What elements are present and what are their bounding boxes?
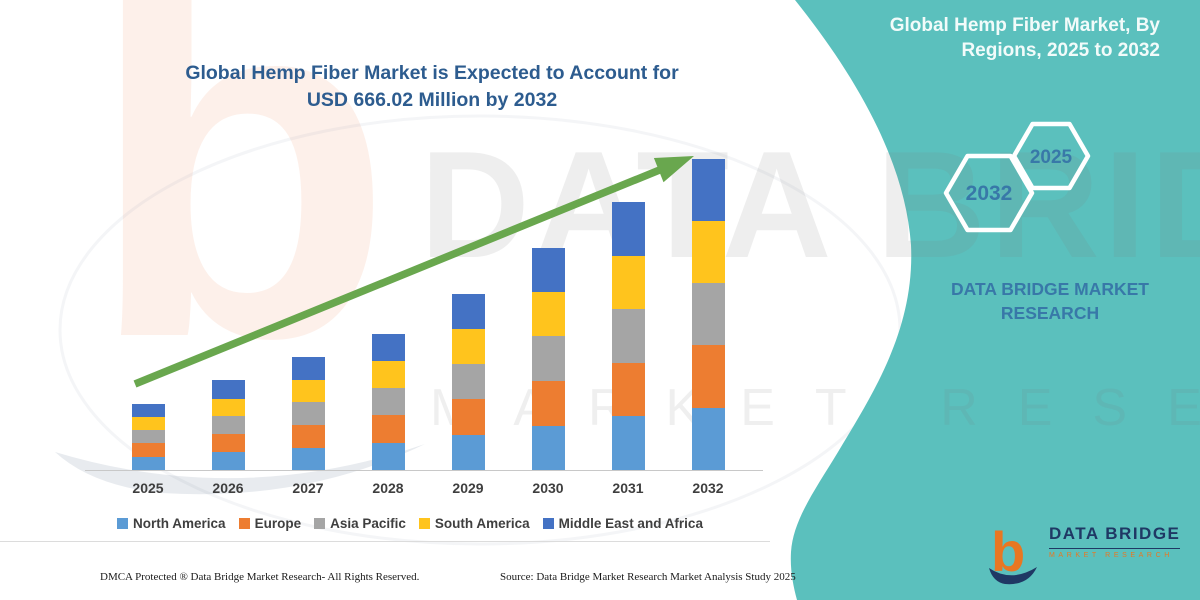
x-axis-line	[85, 470, 763, 471]
legend-item-asia-pacific: Asia Pacific	[314, 516, 406, 531]
bar-segment-2030-north-america	[531, 425, 565, 470]
bar-segment-2026-asia-pacific	[211, 416, 245, 435]
legend-label: Middle East and Africa	[558, 516, 703, 531]
legend-item-south-america: South America	[418, 516, 530, 531]
bar-segment-2028-south-america	[371, 361, 405, 389]
legend-label: Europe	[254, 516, 302, 531]
legend-label: Asia Pacific	[330, 516, 406, 531]
logo-text-column: DATA BRIDGE MARKET RESEARCH	[1049, 524, 1181, 559]
bar-segment-2031-north-america	[611, 416, 645, 470]
bar-segment-2027-europe	[291, 424, 325, 448]
hexagon-2032	[943, 153, 1035, 233]
legend-swatch	[117, 518, 129, 529]
legend-swatch	[542, 518, 554, 529]
x-axis-label-2031: 2031	[612, 480, 644, 496]
databridge-logo: b DATA BRIDGE MARKET RESEARCH	[985, 524, 1181, 586]
bar-segment-2031-south-america	[611, 255, 645, 310]
bar-segment-2026-south-america	[211, 398, 245, 417]
x-axis-label-2027: 2027	[292, 480, 324, 496]
legend-label: South America	[434, 516, 530, 531]
legend-item-north-america: North America	[117, 516, 226, 531]
legend-label: North America	[133, 516, 226, 531]
bar-segment-2027-asia-pacific	[291, 402, 325, 425]
legend-swatch	[418, 518, 430, 529]
logo-brand-text: DATA BRIDGE	[1049, 524, 1181, 549]
hexagon-2025	[1011, 121, 1091, 191]
bar-segment-2025-middle-east-and-africa	[131, 403, 165, 417]
bar-segment-2028-north-america	[371, 442, 405, 470]
panel-brand-text: DATA BRIDGE MARKET RESEARCH	[951, 279, 1149, 323]
bar-segment-2025-asia-pacific	[131, 430, 165, 444]
bar-segment-2028-asia-pacific	[371, 388, 405, 416]
legend-swatch	[314, 518, 326, 529]
databridge-logo-icon: b	[989, 524, 1037, 585]
x-axis-label-2028: 2028	[372, 480, 404, 496]
bar-segment-2026-europe	[211, 434, 245, 453]
bar-segment-2029-middle-east-and-africa	[451, 293, 485, 329]
x-axis-label-2026: 2026	[212, 480, 244, 496]
legend: North America Europe Asia Pacific South Ame…	[60, 516, 760, 531]
footer-source-text: Source: Data Bridge Market Research Mark…	[500, 571, 796, 583]
bar-segment-2032-middle-east-and-africa	[691, 158, 725, 222]
bar-segment-2030-south-america	[531, 292, 565, 337]
bar-segment-2032-asia-pacific	[691, 283, 725, 346]
bar-segment-2027-north-america	[291, 447, 325, 470]
bar-segment-2030-europe	[531, 380, 565, 426]
bar-segment-2025-europe	[131, 443, 165, 457]
bar-segment-2026-north-america	[211, 452, 245, 470]
panel-heading: Global Hemp Fiber Market, By Regions, 20…	[889, 15, 1160, 62]
bar-segment-2028-europe	[371, 415, 405, 443]
teal-panel-path	[790, 0, 1200, 600]
bar-segment-2028-middle-east-and-africa	[371, 334, 405, 362]
bar-segment-2029-south-america	[451, 328, 485, 365]
bar-segment-2031-europe	[611, 362, 645, 417]
bar-segment-2032-south-america	[691, 221, 725, 284]
logo-navy-swoosh	[989, 567, 1037, 585]
chart-title: Global Hemp Fiber Market is Expected to …	[185, 62, 679, 112]
bar-segment-2027-middle-east-and-africa	[291, 357, 325, 380]
bar-segment-2025-north-america	[131, 456, 165, 470]
footer-dmca-text: DMCA Protected ® Data Bridge Market Rese…	[100, 571, 420, 583]
legend-swatch	[238, 518, 250, 529]
legend-item-middle-east-and-africa: Middle East and Africa	[542, 516, 703, 531]
logo-tagline-text: MARKET RESEARCH	[1049, 552, 1173, 559]
bar-segment-2032-europe	[691, 345, 725, 408]
hexagon-2025-label: 2025	[1030, 147, 1073, 168]
bar-segment-2029-asia-pacific	[451, 364, 485, 400]
bar-segment-2027-south-america	[291, 379, 325, 403]
bar-segment-2030-asia-pacific	[531, 336, 565, 381]
legend-item-europe: Europe	[238, 516, 302, 531]
x-axis-label-2032: 2032	[692, 480, 724, 496]
watermark-navy-swoosh	[55, 444, 425, 495]
x-axis-label-2029: 2029	[452, 480, 484, 496]
bar-segment-2031-asia-pacific	[611, 309, 645, 363]
footer-divider	[0, 541, 770, 542]
bar-segment-2025-south-america	[131, 416, 165, 431]
bar-segment-2032-north-america	[691, 407, 725, 470]
bar-segment-2031-middle-east-and-africa	[611, 202, 645, 256]
hexagon-2032-label: 2032	[966, 182, 1013, 205]
bar-segment-2026-middle-east-and-africa	[211, 380, 245, 399]
x-axis-label-2025: 2025	[132, 480, 164, 496]
x-axis-label-2030: 2030	[532, 480, 564, 496]
bar-segment-2029-europe	[451, 399, 485, 435]
bar-segment-2030-middle-east-and-africa	[531, 247, 565, 293]
hexagon-badges: 2032 2025	[943, 121, 1091, 233]
bar-segment-2029-north-america	[451, 434, 485, 470]
